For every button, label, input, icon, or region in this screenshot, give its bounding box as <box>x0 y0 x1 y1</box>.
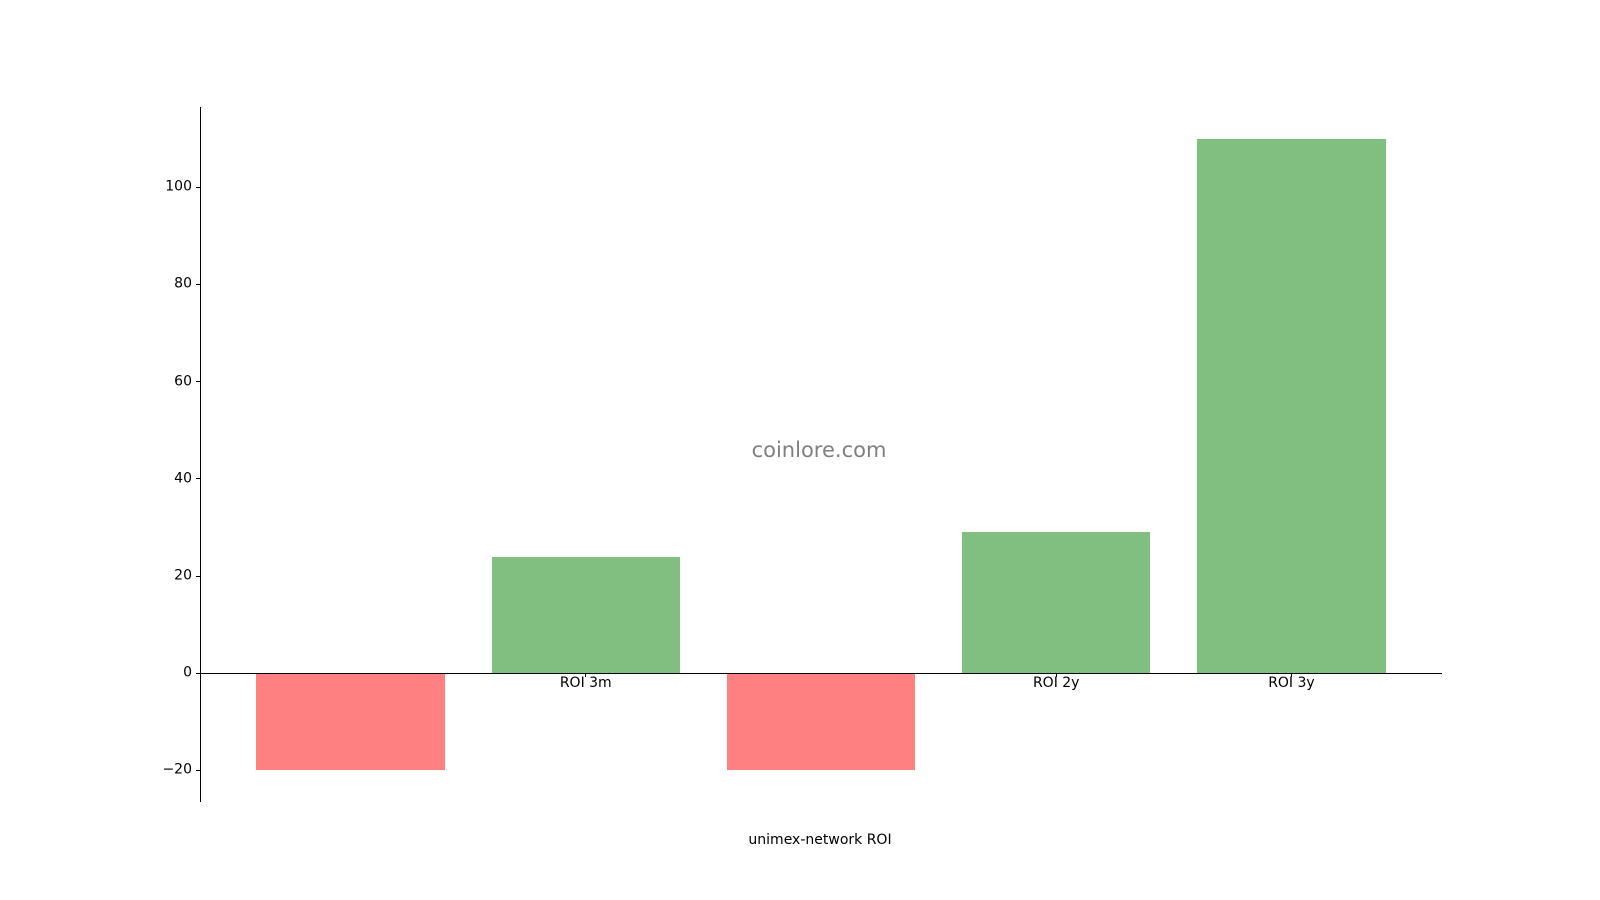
y-tick <box>196 672 200 674</box>
watermark-text: coinlore.com <box>751 438 887 462</box>
y-tick <box>196 575 200 577</box>
x-tick <box>1055 673 1057 678</box>
roi-bar <box>962 532 1151 674</box>
roi-bar <box>1197 138 1386 674</box>
x-tick-label: ROI 2y <box>1032 675 1080 692</box>
y-tick <box>196 381 200 383</box>
x-tick <box>585 673 587 678</box>
y-tick-label: 40 <box>174 470 192 487</box>
y-tick <box>196 769 200 771</box>
y-tick <box>196 478 200 480</box>
y-axis-spine <box>200 107 201 802</box>
roi-bar <box>726 673 916 771</box>
x-tick <box>1290 673 1292 678</box>
chart-title: unimex-network ROI <box>748 832 892 848</box>
y-tick <box>196 186 200 188</box>
roi-bar <box>256 673 445 771</box>
roi-bar <box>491 556 680 674</box>
x-tick-label: ROI 3y <box>1268 675 1315 692</box>
y-tick-label: 80 <box>174 275 192 292</box>
y-tick-label: 20 <box>174 567 192 584</box>
y-tick-label: 0 <box>183 664 192 681</box>
y-tick-label: 60 <box>174 373 192 390</box>
y-tick <box>196 283 200 285</box>
y-tick-label: 100 <box>165 178 192 195</box>
x-tick-label: ROI 3m <box>559 675 612 692</box>
x-axis-spine <box>200 672 1442 674</box>
y-tick-label: −20 <box>162 761 192 778</box>
